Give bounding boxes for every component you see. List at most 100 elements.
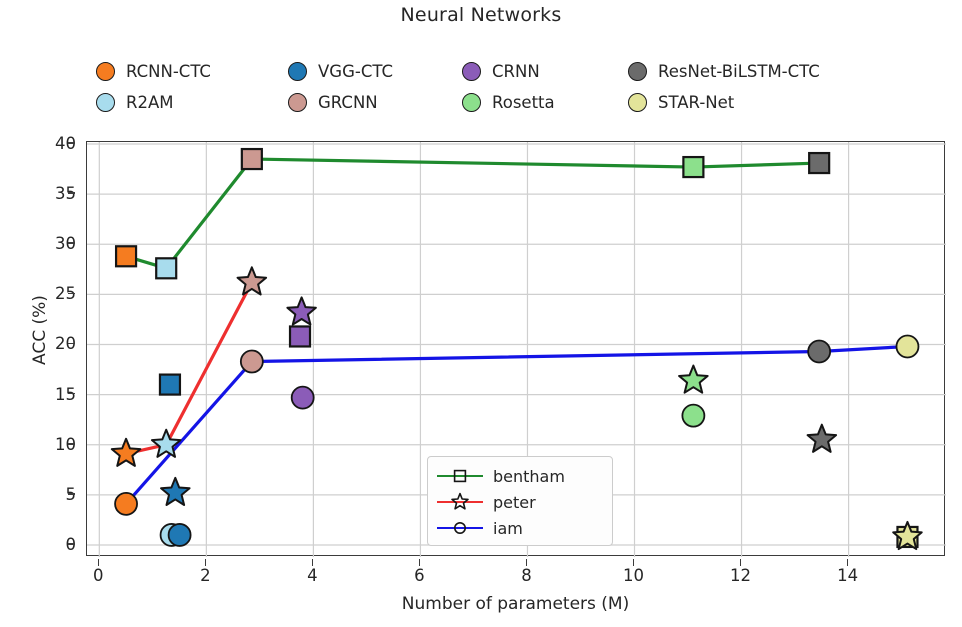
y-tick-mark xyxy=(68,192,75,194)
circle-marker-star-net[interactable] xyxy=(895,334,920,359)
model-legend-label: RCNN-CTC xyxy=(126,62,211,81)
star-marker-rosetta[interactable] xyxy=(678,364,709,394)
circle-marker-rcnn-ctc[interactable] xyxy=(114,491,138,516)
model-legend-label: GRCNN xyxy=(318,93,378,112)
legend-circle-icon xyxy=(454,522,466,534)
model-legend-entry[interactable]: GRCNN xyxy=(288,90,462,116)
x-axis-label: Number of parameters (M) xyxy=(401,594,630,614)
model-legend-entry[interactable]: CRNN xyxy=(462,59,628,85)
model-legend-entry[interactable]: RCNN-CTC xyxy=(96,59,288,85)
x-tick-label: 12 xyxy=(730,566,752,585)
series-line-bentham xyxy=(124,157,821,270)
y-tick-label: 40 xyxy=(55,134,76,153)
square-marker-grcnn[interactable] xyxy=(240,147,263,171)
dataset-legend-label: iam xyxy=(493,518,523,538)
y-axis-ticks: 0510152025303540 xyxy=(28,134,76,556)
series-line-peter xyxy=(124,280,254,456)
legend-star-icon xyxy=(451,492,469,510)
series-line-iam xyxy=(124,344,910,506)
star-marker-crnn[interactable] xyxy=(286,296,317,326)
legend-circle-icon xyxy=(462,93,481,112)
legend-circle-icon xyxy=(628,62,647,81)
y-axis-label: ACC (%) xyxy=(30,295,50,365)
x-tick-mark xyxy=(739,559,742,566)
page-title: Neural Networks xyxy=(400,4,562,26)
dataset-legend-sample xyxy=(437,466,483,486)
y-tick-mark xyxy=(68,392,75,395)
y-tick-mark xyxy=(68,442,75,445)
y-tick-label: 30 xyxy=(55,234,76,254)
y-tick-label: 20 xyxy=(55,334,76,354)
legend-line-swatch xyxy=(437,475,483,478)
legend-circle-icon xyxy=(96,93,115,112)
x-tick-mark xyxy=(846,559,849,566)
x-tick-mark xyxy=(97,559,100,566)
dataset-legend-entry[interactable]: peter xyxy=(437,489,603,515)
model-legend-label: STAR-Net xyxy=(658,93,735,112)
model-legend-label: ResNet-BiLSTM-CTC xyxy=(658,62,820,81)
star-marker-vgg-ctc[interactable] xyxy=(160,476,191,506)
circle-marker-resnet-bilstm-ctc[interactable] xyxy=(807,339,832,364)
x-tick-label: 2 xyxy=(200,566,211,585)
square-marker-vgg-ctc[interactable] xyxy=(158,373,182,396)
legend-circle-icon xyxy=(288,93,307,112)
x-tick-label: 0 xyxy=(93,566,104,585)
square-marker-resnet-bilstm-ctc[interactable] xyxy=(808,151,831,175)
x-tick-mark xyxy=(204,559,207,566)
x-tick-mark xyxy=(632,559,635,566)
square-marker-rosetta[interactable] xyxy=(682,155,705,179)
model-legend-entry[interactable]: STAR-Net xyxy=(628,90,928,116)
circle-marker-grcnn[interactable] xyxy=(239,349,264,374)
model-legend-label: VGG-CTC xyxy=(318,62,393,81)
y-tick-label: 35 xyxy=(55,184,76,204)
model-legend-label: Rosetta xyxy=(492,93,555,112)
data-markers xyxy=(110,147,923,551)
star-marker-rcnn-ctc[interactable] xyxy=(110,437,142,467)
x-tick-label: 10 xyxy=(623,566,644,585)
star-marker-grcnn[interactable] xyxy=(236,266,268,296)
x-tick-label: 8 xyxy=(521,566,532,585)
model-legend-entry[interactable]: VGG-CTC xyxy=(288,59,462,85)
y-tick-mark xyxy=(68,242,75,245)
x-tick-mark xyxy=(311,559,314,566)
x-tick-label: 6 xyxy=(414,566,425,585)
model-legend-label: R2AM xyxy=(126,93,174,112)
y-tick-mark xyxy=(68,543,75,545)
dataset-legend-entry[interactable]: bentham xyxy=(437,463,603,489)
legend-circle-icon xyxy=(288,62,307,81)
circle-marker-crnn[interactable] xyxy=(290,385,315,410)
circle-marker-rosetta[interactable] xyxy=(681,403,706,428)
star-marker-r2am[interactable] xyxy=(150,428,182,458)
legend-square-icon xyxy=(453,469,467,483)
circle-marker-vgg-ctc[interactable] xyxy=(167,523,192,547)
dataset-legend-label: peter xyxy=(493,492,536,512)
x-tick-label: 14 xyxy=(837,566,859,585)
y-tick-label: 25 xyxy=(55,284,76,304)
model-legend-entry[interactable]: Rosetta xyxy=(462,90,628,116)
legend-circle-icon xyxy=(628,93,647,112)
model-legend-entry[interactable]: R2AM xyxy=(96,90,288,116)
legend-line-swatch xyxy=(437,501,483,504)
square-marker-rcnn-ctc[interactable] xyxy=(114,245,138,268)
plot-area xyxy=(86,141,946,557)
square-marker-r2am[interactable] xyxy=(155,257,178,280)
model-legend-entry[interactable]: ResNet-BiLSTM-CTC xyxy=(628,59,928,85)
dataset-legend-sample xyxy=(437,518,483,538)
y-tick-mark xyxy=(68,342,75,345)
model-legend: RCNN-CTC VGG-CTC CRNN ResNet-BiLSTM-CTC R2AM… xyxy=(96,56,956,118)
x-tick-mark xyxy=(525,559,528,566)
legend-circle-icon xyxy=(462,62,481,81)
star-marker-resnet-bilstm-ctc[interactable] xyxy=(806,423,838,453)
dataset-legend-entry[interactable]: iam xyxy=(437,515,603,541)
x-tick-label: 4 xyxy=(307,566,318,585)
dataset-legend-sample xyxy=(437,492,483,512)
y-tick-mark xyxy=(68,142,75,144)
x-axis-ticks: 0 2 4 6 8 10 12 14 xyxy=(86,559,945,590)
square-marker-crnn[interactable] xyxy=(288,325,312,348)
dataset-legend-label: bentham xyxy=(493,466,565,486)
model-legend-label: CRNN xyxy=(492,62,540,81)
y-tick-mark xyxy=(68,493,75,495)
star-marker-star-net[interactable] xyxy=(892,520,923,551)
y-tick-mark xyxy=(68,292,75,295)
